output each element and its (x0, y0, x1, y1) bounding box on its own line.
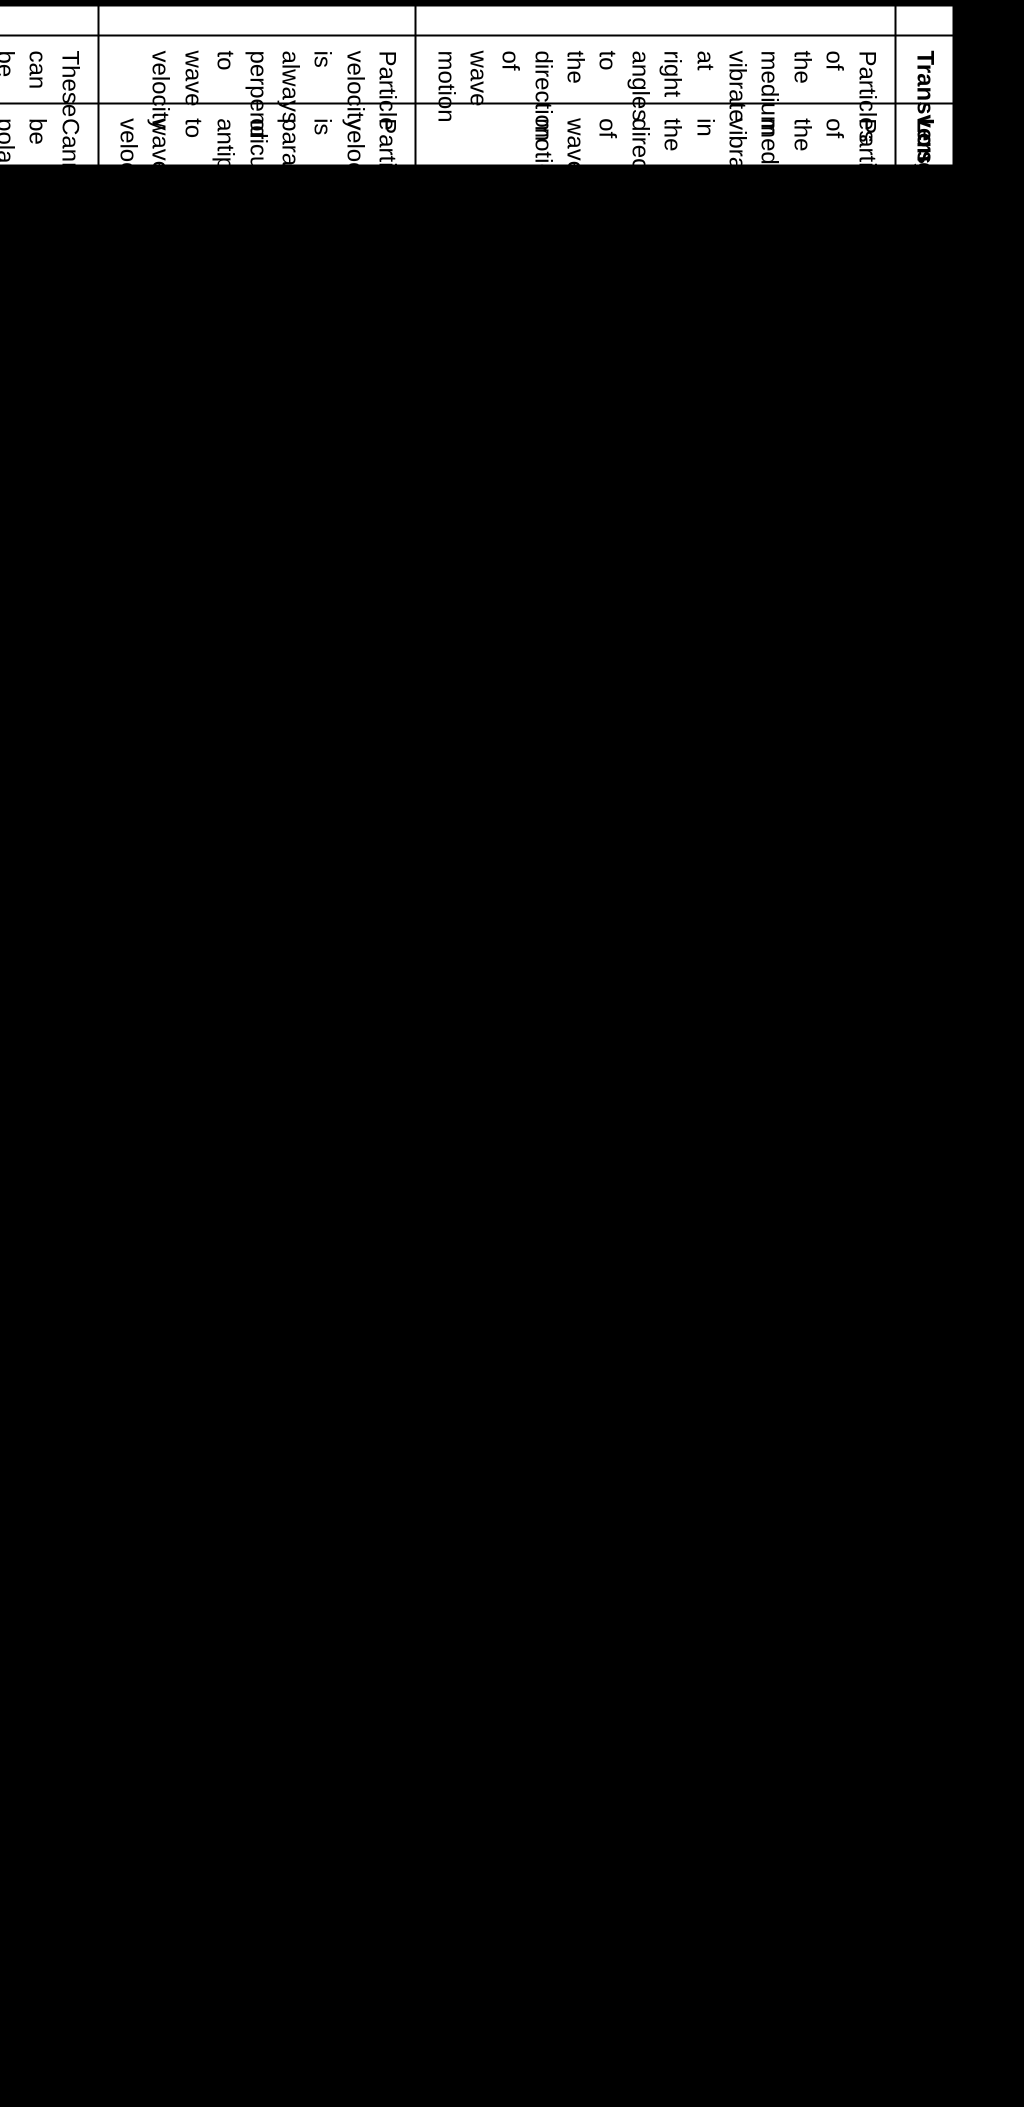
row-number-cell (98, 5, 416, 35)
table-row: These can be polarised Cannot be polaris… (0, 5, 98, 165)
table-row: Particles of the medium vibrate at right… (416, 5, 895, 165)
cell-transverse: Particle velocity is always perpendicula… (98, 35, 416, 103)
column-header-transverse: Transverse (895, 35, 952, 103)
cell-transverse: Particles of the medium vibrate at right… (416, 35, 895, 103)
comparison-table: Transverse Longitudinal Particles of the… (0, 4, 953, 166)
row-number-header (895, 5, 952, 35)
page-container: Transverse Longitudinal Particles of the… (0, 0, 1024, 170)
table-header-row: Transverse Longitudinal (895, 5, 952, 165)
cell-transverse: These can be polarised (0, 35, 98, 103)
row-number-cell (416, 5, 895, 35)
cell-longitudinal: Particles of the medium vibrate in the d… (416, 103, 895, 165)
row-number-cell (0, 5, 98, 35)
rotated-table-wrapper: Transverse Longitudinal Particles of the… (72, 4, 953, 166)
table-row: Particle velocity is always perpendicula… (98, 5, 416, 165)
